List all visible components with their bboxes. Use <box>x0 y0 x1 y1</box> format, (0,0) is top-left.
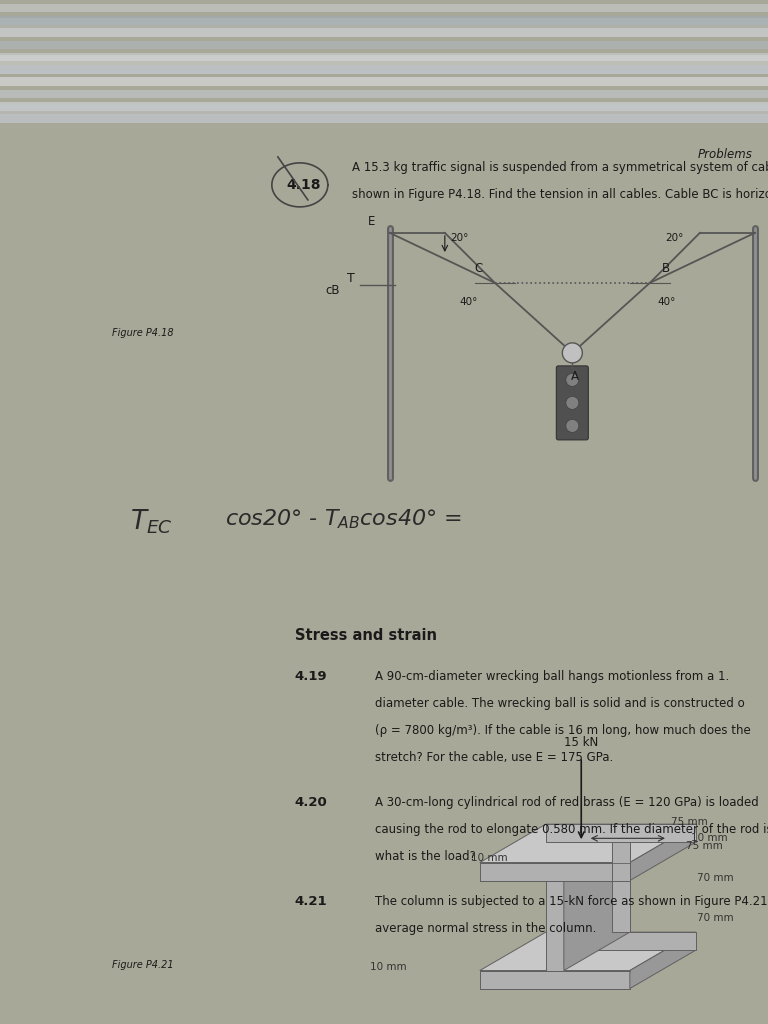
Circle shape <box>562 343 582 362</box>
Text: $T_{EC}$: $T_{EC}$ <box>130 508 173 537</box>
Text: diameter cable. The wrecking ball is solid and is constructed o: diameter cable. The wrecking ball is sol… <box>375 697 745 710</box>
Bar <box>0 66 768 74</box>
Polygon shape <box>546 842 630 881</box>
Text: causing the rod to elongate 0.580 mm. If the diameter of the rod is 1: causing the rod to elongate 0.580 mm. If… <box>375 823 768 836</box>
Bar <box>0 53 768 61</box>
Text: A 90-cm-diameter wrecking ball hangs motionless from a 1.: A 90-cm-diameter wrecking ball hangs mot… <box>375 670 729 683</box>
Text: (ρ = 7800 kg/m³). If the cable is 16 m long, how much does the: (ρ = 7800 kg/m³). If the cable is 16 m l… <box>375 724 750 737</box>
Bar <box>0 29 768 37</box>
Bar <box>0 115 768 123</box>
Bar <box>0 55 768 74</box>
Text: A: A <box>571 370 579 383</box>
Text: 10 mm: 10 mm <box>690 833 727 843</box>
Text: C: C <box>475 262 483 274</box>
Polygon shape <box>546 824 696 842</box>
Bar <box>0 104 768 123</box>
Text: Stress and strain: Stress and strain <box>295 628 437 643</box>
Text: Problems: Problems <box>698 147 753 161</box>
Text: 10 mm: 10 mm <box>471 853 508 862</box>
Text: Figure P4.21: Figure P4.21 <box>112 959 174 970</box>
Text: 4.18: 4.18 <box>286 178 321 191</box>
Polygon shape <box>480 971 630 988</box>
Bar <box>0 4 768 12</box>
Circle shape <box>566 374 579 386</box>
Polygon shape <box>546 881 564 971</box>
Polygon shape <box>480 932 696 971</box>
Polygon shape <box>480 862 630 881</box>
Text: E: E <box>368 215 376 228</box>
Text: B: B <box>662 262 670 274</box>
Text: 10 mm: 10 mm <box>370 962 406 972</box>
Text: 75 mm: 75 mm <box>686 841 723 851</box>
Text: what is the load?: what is the load? <box>375 850 475 863</box>
Text: cos20° - $T_{AB}$cos40° =: cos20° - $T_{AB}$cos40° = <box>225 508 462 531</box>
Text: 20°: 20° <box>665 232 684 243</box>
Text: average normal stress in the column.: average normal stress in the column. <box>375 922 596 935</box>
Polygon shape <box>630 824 696 881</box>
Polygon shape <box>630 932 696 988</box>
Text: Figure P4.18: Figure P4.18 <box>112 328 174 338</box>
Polygon shape <box>612 842 630 932</box>
Text: stretch? For the cable, use E = 175 GPa.: stretch? For the cable, use E = 175 GPa. <box>375 751 613 764</box>
Text: shown in Figure P4.18. Find the tension in all cables. Cable BC is horizor: shown in Figure P4.18. Find the tension … <box>352 187 768 201</box>
Bar <box>0 90 768 98</box>
Text: A 15.3 kg traffic signal is suspended from a symmetrical system of cable: A 15.3 kg traffic signal is suspended fr… <box>352 161 768 174</box>
Text: 20°: 20° <box>450 232 468 243</box>
Text: 70 mm: 70 mm <box>697 913 734 923</box>
Text: A 30-cm-long cylindrical rod of red brass (E = 120 GPa) is loaded: A 30-cm-long cylindrical rod of red bras… <box>375 796 759 809</box>
Text: cB: cB <box>326 285 339 297</box>
Bar <box>0 41 768 49</box>
Text: 40°: 40° <box>658 297 676 307</box>
Text: 4.20: 4.20 <box>295 796 328 809</box>
Text: 4.19: 4.19 <box>295 670 327 683</box>
Text: 40°: 40° <box>460 297 478 307</box>
Text: 15 kN: 15 kN <box>564 736 598 750</box>
Text: 4.21: 4.21 <box>295 895 327 908</box>
Bar <box>0 78 768 86</box>
Text: The column is subjected to a 15-kN force as shown in Figure P4.21. F: The column is subjected to a 15-kN force… <box>375 895 768 908</box>
Circle shape <box>566 420 579 432</box>
Polygon shape <box>564 842 630 971</box>
Bar <box>0 102 768 111</box>
Bar <box>0 16 768 25</box>
FancyBboxPatch shape <box>556 366 588 440</box>
Circle shape <box>566 396 579 410</box>
Bar <box>0 18 768 37</box>
Text: 75 mm: 75 mm <box>670 817 707 827</box>
Polygon shape <box>480 824 696 862</box>
Polygon shape <box>546 932 696 950</box>
Text: T: T <box>347 272 355 286</box>
Text: 70 mm: 70 mm <box>697 872 734 883</box>
